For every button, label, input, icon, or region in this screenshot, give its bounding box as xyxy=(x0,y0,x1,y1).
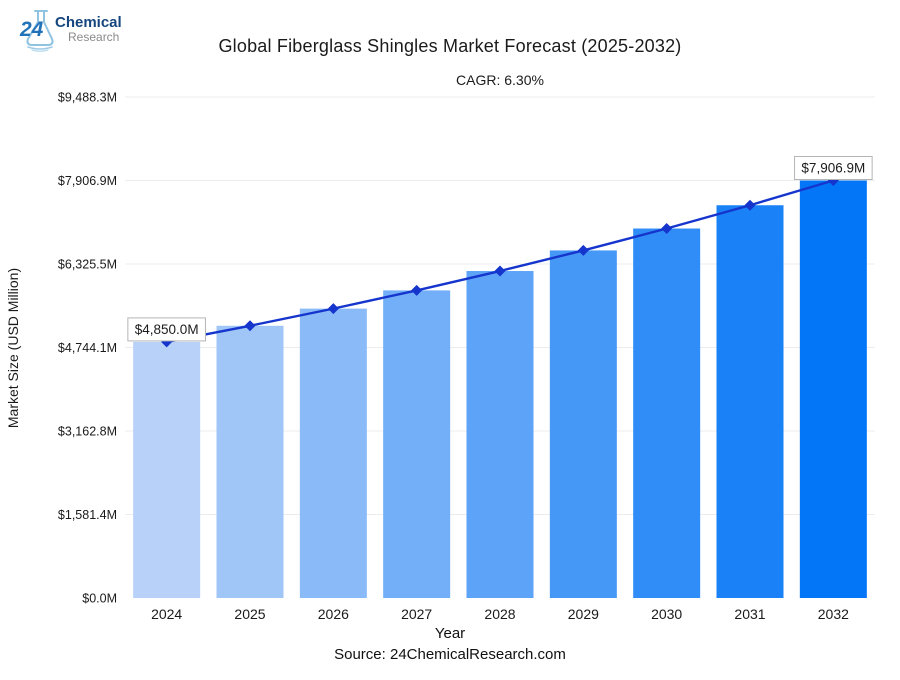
x-tick-label-2031: 2031 xyxy=(734,606,765,622)
x-tick-label-2026: 2026 xyxy=(318,606,349,622)
x-tick-label-2024: 2024 xyxy=(151,606,182,622)
y-tick-label: $0.0M xyxy=(82,592,117,606)
bar-2026 xyxy=(299,308,367,598)
chart-subtitle: CAGR: 6.30% xyxy=(456,72,544,88)
x-tick-label-2030: 2030 xyxy=(651,606,682,622)
y-tick-label: $9,488.3M xyxy=(58,91,117,105)
bar-2025 xyxy=(216,325,284,598)
x-tick-label-2027: 2027 xyxy=(401,606,432,622)
bar-2027 xyxy=(383,290,451,598)
annotation-box-2024 xyxy=(127,317,206,342)
y-tick-label: $3,162.8M xyxy=(58,424,117,438)
bar-2028 xyxy=(466,271,534,598)
logo: 24 Chemical Research xyxy=(18,6,148,52)
annotation-label-2024: $4,850.0M xyxy=(135,322,199,337)
marker-2026 xyxy=(327,303,339,315)
chart-title: Global Fiberglass Shingles Market Foreca… xyxy=(218,36,682,56)
x-tick-label-2025: 2025 xyxy=(234,606,265,622)
annotation-box-2032 xyxy=(794,156,873,181)
x-tick-label-2029: 2029 xyxy=(568,606,599,622)
bar-2029 xyxy=(549,250,617,598)
flask-icon xyxy=(26,10,54,52)
marker-2025 xyxy=(244,320,256,332)
source-text: Source: 24ChemicalResearch.com xyxy=(334,646,566,663)
y-tick-label: $1,581.4M xyxy=(58,508,117,522)
bar-2031 xyxy=(716,205,784,598)
logo-name-bottom: Research xyxy=(68,30,120,44)
x-tick-label-2032: 2032 xyxy=(818,606,849,622)
logo-name-top: Chemical xyxy=(55,14,122,31)
marker-2030 xyxy=(661,223,673,235)
y-tick-label: $4,744.1M xyxy=(58,341,117,355)
x-tick-label-2028: 2028 xyxy=(484,606,515,622)
marker-2029 xyxy=(577,244,589,256)
bar-2024 xyxy=(133,341,201,598)
marker-2027 xyxy=(411,284,423,296)
marker-2028 xyxy=(494,265,506,277)
bar-2032 xyxy=(799,180,867,598)
bar-2030 xyxy=(633,228,701,598)
annotation-label-2032: $7,906.9M xyxy=(801,161,865,176)
y-tick-label: $7,906.9M xyxy=(58,174,117,188)
y-tick-label: $6,325.5M xyxy=(58,258,117,272)
marker-2031 xyxy=(744,199,756,211)
x-axis-title: Year xyxy=(434,625,466,642)
logo-number: 24 xyxy=(20,18,44,41)
